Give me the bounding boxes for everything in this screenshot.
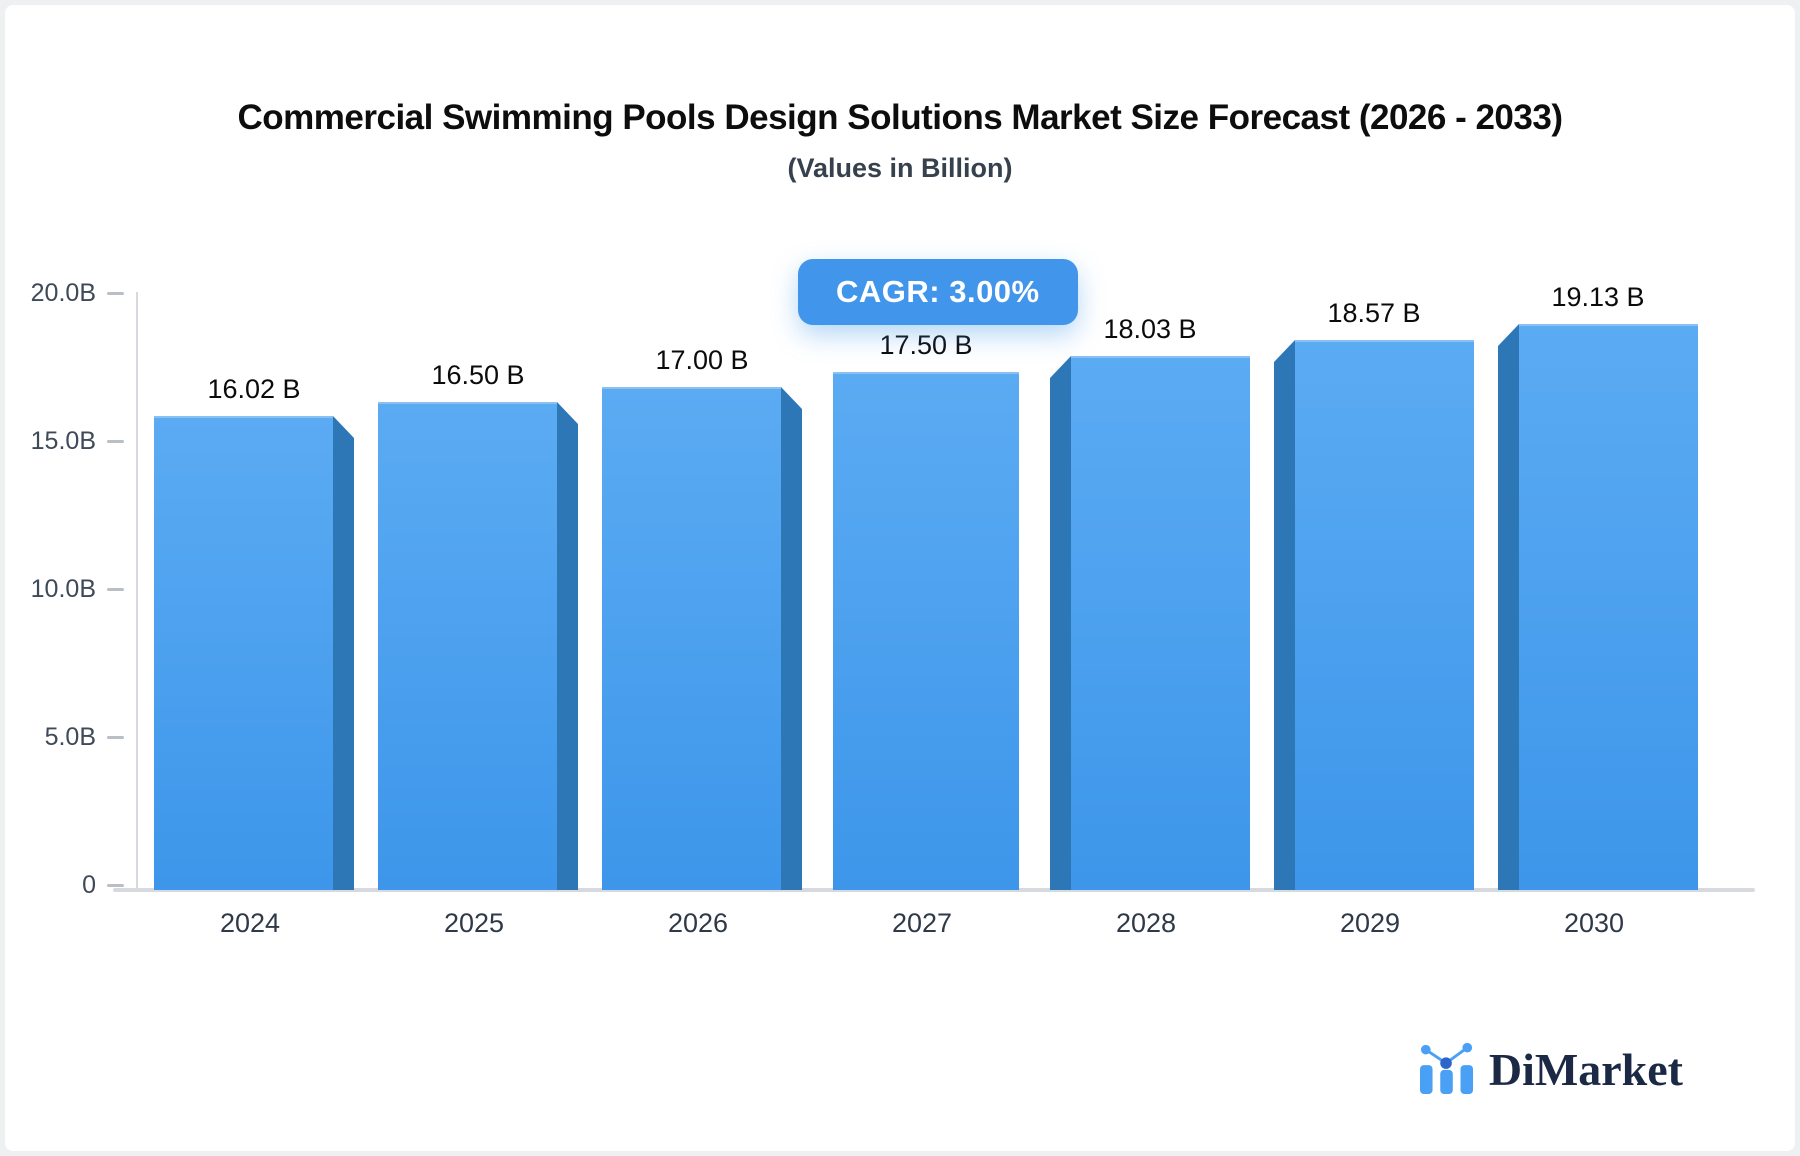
y-tick-label: 5.0B xyxy=(44,722,96,751)
brand-logo: DiMarket xyxy=(1418,1040,1683,1099)
page-title: Commercial Swimming Pools Design Solutio… xyxy=(237,98,1563,137)
bar-body xyxy=(602,387,781,890)
y-tick-label: 20.0B xyxy=(30,278,96,307)
y-tick-dash xyxy=(107,587,124,591)
bar-value-label-2025: 16.50 B xyxy=(431,360,525,390)
plot-area: 16.02 B 16.50 B 17.00 B 17.50 B 18.03 B 18.57… xyxy=(138,282,1706,890)
bar-value-label-2030: 19.13 B xyxy=(1551,282,1645,312)
page-subtitle: (Values in Billion) xyxy=(787,153,1013,183)
y-tick-label: 0 xyxy=(82,870,96,899)
bar-value-label-2026: 17.00 B xyxy=(655,345,749,375)
bar-2027: 17.50 B xyxy=(826,330,1026,890)
y-axis: 0 5.0B 10.0B 15.0B 20.0B xyxy=(5,279,136,899)
bar-side-face xyxy=(1050,356,1071,890)
x-category-label-2027: 2027 xyxy=(891,908,953,938)
bar-body xyxy=(154,416,333,890)
y-axis-line xyxy=(136,292,138,892)
bar-2029: 18.57 B xyxy=(1274,298,1474,890)
bar-body xyxy=(833,372,1019,890)
y-tick-10.0B: 10.0B xyxy=(30,574,136,603)
bar-body xyxy=(1071,356,1250,890)
y-tick-dash xyxy=(107,439,124,443)
bar-2024: 16.02 B xyxy=(154,374,354,890)
x-category-label-2024: 2024 xyxy=(219,908,281,938)
bar-value-label-2029: 18.57 B xyxy=(1327,298,1421,328)
bar-side-face xyxy=(333,416,354,890)
x-category-label-2026: 2026 xyxy=(667,908,729,938)
y-tick-15.0B: 15.0B xyxy=(30,426,136,455)
bar-2025: 16.50 B xyxy=(378,360,578,890)
y-tick-dash xyxy=(107,735,124,739)
x-category-label-2029: 2029 xyxy=(1339,908,1401,938)
bar-2030: 19.13 B xyxy=(1498,282,1698,890)
x-category-label-2028: 2028 xyxy=(1115,908,1177,938)
x-axis: 2024 2025 2026 2027 2028 2029 2030 xyxy=(138,890,1706,950)
chart-card: Commercial Swimming Pools Design Solutio… xyxy=(5,5,1795,1151)
y-tick-dash xyxy=(107,291,124,295)
bar-2028: 18.03 B xyxy=(1050,314,1250,890)
y-tick-20.0B: 20.0B xyxy=(30,278,136,307)
bar-2026: 17.00 B xyxy=(602,345,802,890)
bar-value-label-2024: 16.02 B xyxy=(207,374,301,404)
y-tick-dash xyxy=(107,883,124,887)
x-category-label-2025: 2025 xyxy=(443,908,505,938)
cagr-badge: CAGR: 3.00% xyxy=(798,259,1078,325)
bar-body xyxy=(378,402,557,890)
x-axis-line xyxy=(113,888,1755,892)
mini-bar-chart-logo-icon xyxy=(1418,1040,1476,1099)
logo-text: DiMarket xyxy=(1488,1044,1683,1095)
bar-side-face xyxy=(1498,324,1519,890)
y-tick-5.0B: 5.0B xyxy=(44,722,136,751)
bar-side-face xyxy=(1274,340,1295,890)
cagr-badge-label: CAGR: 3.00% xyxy=(836,274,1040,309)
bar-body xyxy=(1295,340,1474,890)
y-tick-label: 15.0B xyxy=(30,426,96,455)
bar-value-label-2028: 18.03 B xyxy=(1103,314,1197,344)
bar-side-face xyxy=(781,387,802,890)
x-category-label-2030: 2030 xyxy=(1563,908,1625,938)
y-tick-0: 0 xyxy=(82,870,136,899)
y-tick-label: 10.0B xyxy=(30,574,96,603)
bar-value-label-2027: 17.50 B xyxy=(879,330,973,360)
bar-body xyxy=(1519,324,1698,890)
bar-side-face xyxy=(557,402,578,890)
